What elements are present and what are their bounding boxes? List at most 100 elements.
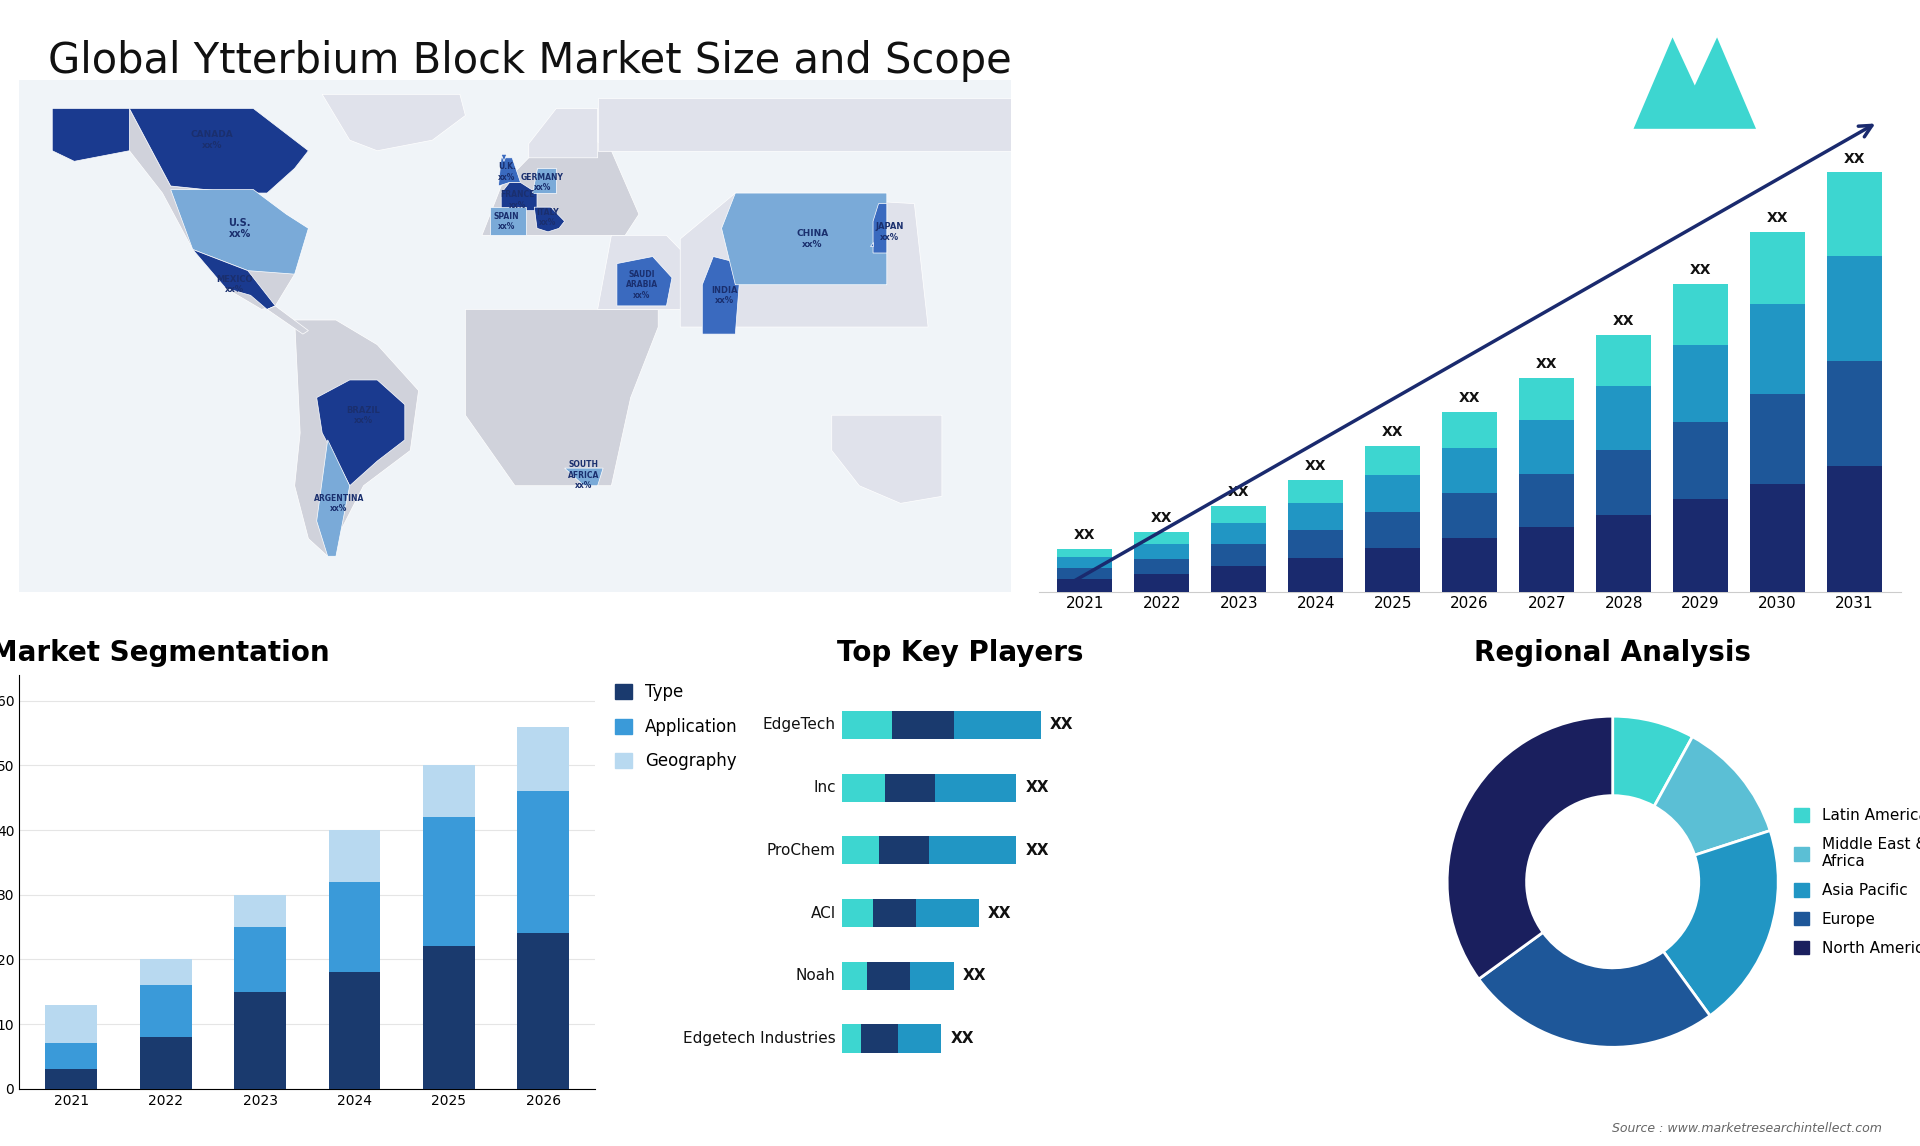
- Polygon shape: [482, 133, 639, 235]
- Text: MEXICO
xx%: MEXICO xx%: [215, 275, 252, 295]
- Title: Top Key Players: Top Key Players: [837, 639, 1083, 667]
- Text: XX: XX: [1025, 780, 1048, 795]
- Polygon shape: [499, 158, 520, 186]
- Text: U.S.
xx%: U.S. xx%: [228, 218, 252, 240]
- Text: ITALY
xx%: ITALY xx%: [538, 209, 559, 227]
- Polygon shape: [534, 207, 564, 231]
- Bar: [1365, 548, 1421, 591]
- Bar: [1596, 515, 1651, 591]
- Text: JAPAN
xx%: JAPAN xx%: [876, 222, 904, 242]
- Bar: [843, 711, 954, 739]
- Bar: [422, 817, 474, 947]
- Bar: [46, 1069, 98, 1089]
- Bar: [234, 991, 286, 1089]
- Bar: [140, 986, 192, 1037]
- Polygon shape: [323, 94, 465, 151]
- Polygon shape: [1634, 38, 1757, 128]
- Text: INDIA
xx%: INDIA xx%: [710, 285, 737, 305]
- Bar: [843, 774, 1016, 802]
- Polygon shape: [616, 257, 672, 306]
- Bar: [1828, 257, 1882, 361]
- Text: XX: XX: [1690, 262, 1711, 277]
- Bar: [234, 895, 286, 927]
- Text: BRAZIL
xx%: BRAZIL xx%: [348, 406, 380, 425]
- Bar: [516, 727, 568, 791]
- Bar: [1288, 480, 1344, 503]
- Polygon shape: [52, 109, 129, 162]
- Text: XX: XX: [964, 968, 987, 983]
- Legend: Latin America, Middle East &
Africa, Asia Pacific, Europe, North America: Latin America, Middle East & Africa, Asi…: [1793, 808, 1920, 956]
- Bar: [1596, 386, 1651, 450]
- Bar: [1135, 573, 1190, 591]
- Bar: [843, 837, 1016, 864]
- Bar: [843, 711, 1041, 739]
- Polygon shape: [490, 207, 526, 235]
- Bar: [1519, 421, 1574, 474]
- Bar: [1519, 527, 1574, 591]
- Bar: [422, 766, 474, 817]
- Bar: [1135, 543, 1190, 558]
- Bar: [140, 1037, 192, 1089]
- Bar: [1442, 448, 1498, 493]
- Bar: [843, 837, 929, 864]
- Text: XX: XX: [1459, 391, 1480, 405]
- Text: XX: XX: [989, 905, 1012, 920]
- Bar: [46, 1005, 98, 1043]
- Bar: [1672, 283, 1728, 345]
- Polygon shape: [317, 440, 349, 556]
- Bar: [843, 711, 891, 739]
- Bar: [1596, 450, 1651, 515]
- Bar: [1672, 345, 1728, 422]
- Text: XX: XX: [1613, 314, 1634, 328]
- Text: XX: XX: [1843, 151, 1866, 165]
- Bar: [843, 961, 866, 990]
- Bar: [46, 1043, 98, 1069]
- Polygon shape: [532, 168, 557, 193]
- Bar: [1828, 465, 1882, 591]
- Bar: [843, 898, 916, 927]
- Text: XX: XX: [1050, 717, 1073, 732]
- Bar: [1212, 523, 1267, 544]
- Text: U.K.
xx%: U.K. xx%: [497, 163, 516, 181]
- Legend: Type, Application, Geography: Type, Application, Geography: [614, 683, 737, 770]
- Wedge shape: [1613, 716, 1692, 807]
- Bar: [1288, 531, 1344, 558]
- Bar: [1519, 474, 1574, 527]
- Bar: [1135, 532, 1190, 543]
- Bar: [1212, 544, 1267, 566]
- Bar: [1135, 558, 1190, 573]
- Bar: [328, 881, 380, 972]
- Text: Inc: Inc: [812, 780, 835, 795]
- Bar: [516, 934, 568, 1089]
- Bar: [328, 830, 380, 881]
- Text: XX: XX: [1306, 460, 1327, 473]
- Polygon shape: [129, 109, 309, 193]
- Text: EdgeTech: EdgeTech: [762, 717, 835, 732]
- Text: CANADA
xx%: CANADA xx%: [190, 131, 234, 150]
- Polygon shape: [597, 97, 1010, 151]
- Text: SOUTH
AFRICA
xx%: SOUTH AFRICA xx%: [568, 461, 599, 490]
- Polygon shape: [528, 109, 597, 158]
- Polygon shape: [501, 182, 538, 211]
- Bar: [1212, 507, 1267, 523]
- Text: ACI: ACI: [810, 905, 835, 920]
- Bar: [1365, 511, 1421, 548]
- Bar: [843, 774, 885, 802]
- Polygon shape: [171, 189, 309, 274]
- Polygon shape: [870, 243, 874, 246]
- Bar: [516, 791, 568, 934]
- Bar: [843, 1025, 941, 1053]
- Text: MARKET
RESEARCH
INTELLECT: MARKET RESEARCH INTELLECT: [1772, 53, 1826, 85]
- Bar: [328, 972, 380, 1089]
- Text: XX: XX: [1025, 843, 1048, 858]
- Wedge shape: [1655, 737, 1770, 855]
- Bar: [1519, 378, 1574, 421]
- Bar: [1596, 335, 1651, 386]
- Polygon shape: [52, 109, 309, 309]
- Polygon shape: [722, 193, 887, 284]
- Bar: [1442, 537, 1498, 591]
- Bar: [843, 774, 935, 802]
- Text: SPAIN
xx%: SPAIN xx%: [493, 212, 520, 231]
- Text: XX: XX: [1073, 528, 1096, 542]
- Bar: [1828, 361, 1882, 465]
